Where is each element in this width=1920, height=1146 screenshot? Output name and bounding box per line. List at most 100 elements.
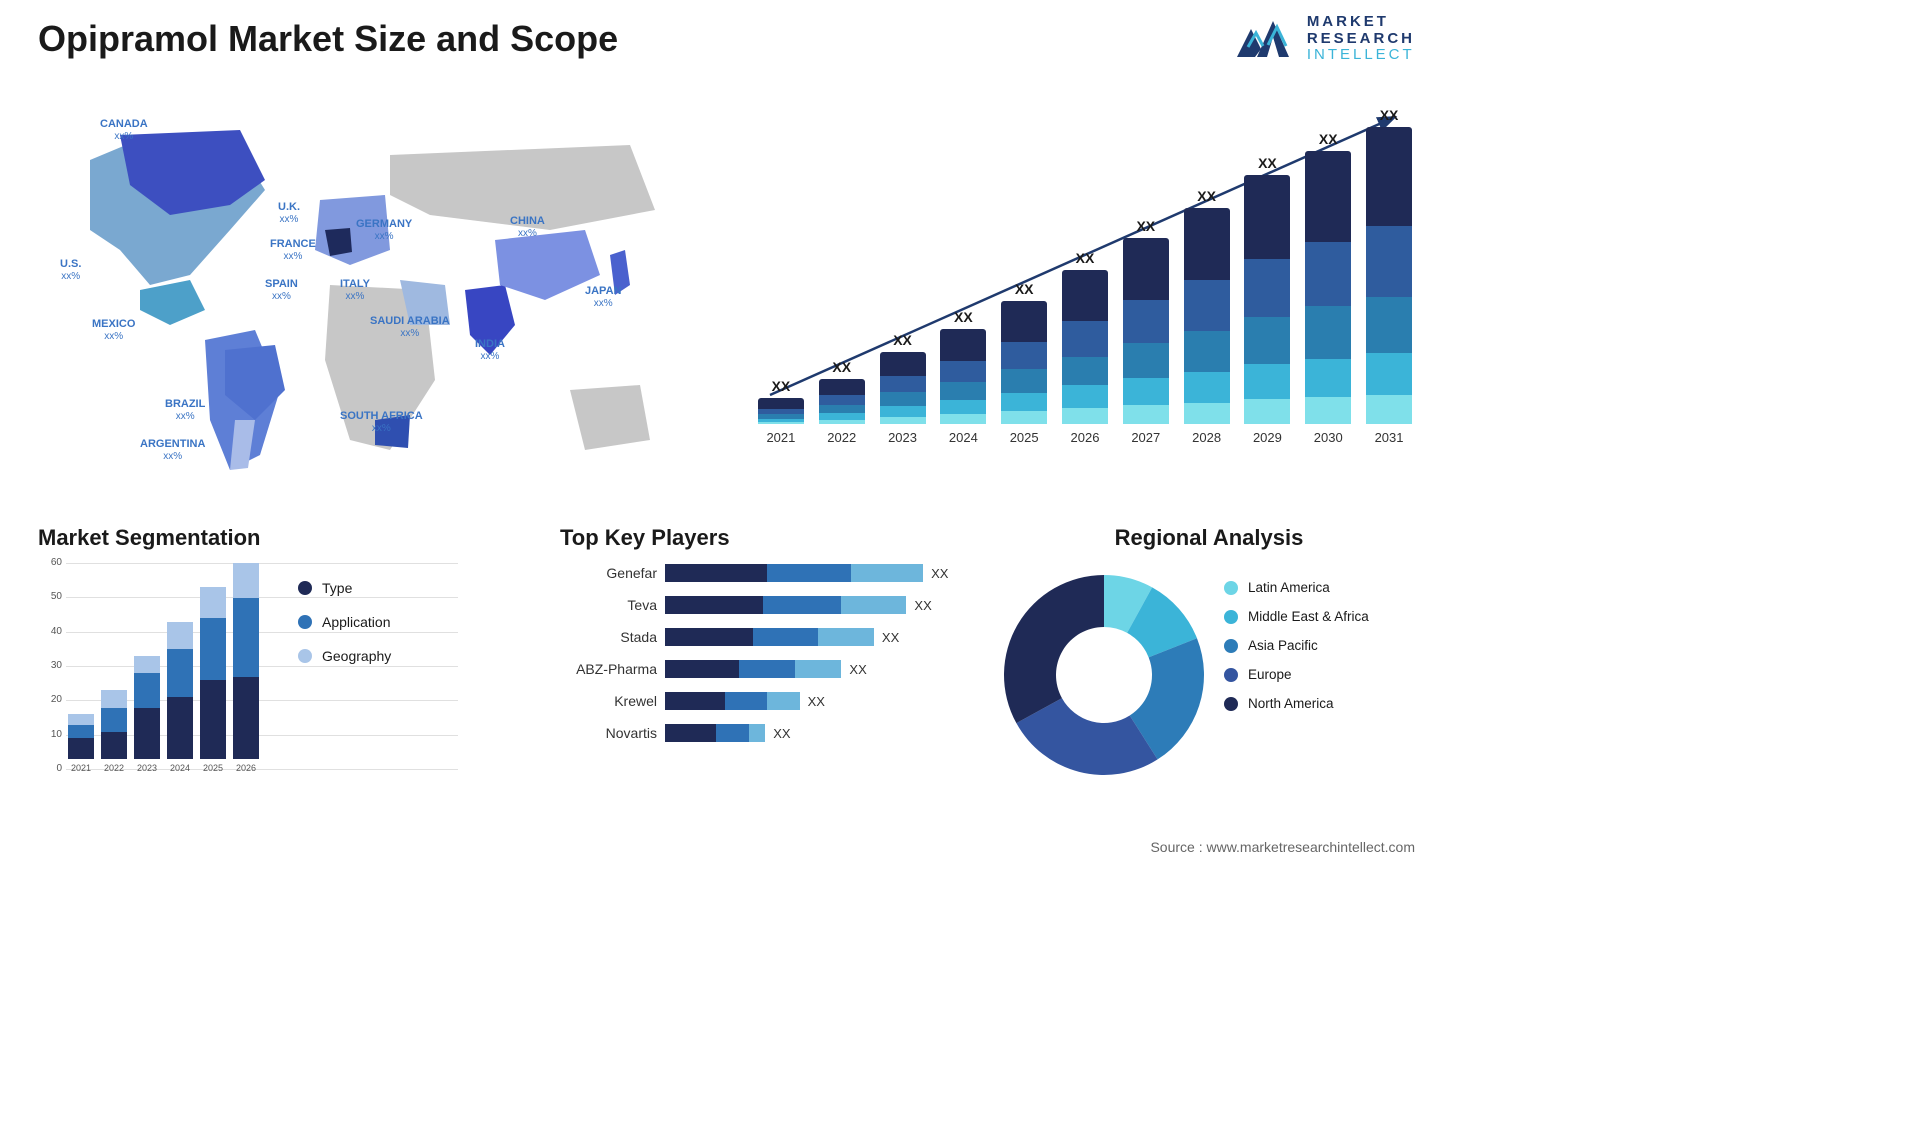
bigbar-seg — [1123, 343, 1169, 378]
donut-legend-item: North America — [1224, 696, 1369, 711]
seg-bar-seg — [101, 732, 127, 759]
map-label-france: FRANCExx% — [270, 238, 316, 263]
kp-value-label: XX — [849, 662, 866, 677]
y-tick-label: 10 — [40, 729, 62, 740]
kp-bar-seg — [739, 660, 795, 678]
key-players-panel: Top Key Players GenefarXXTevaXXStadaXXAB… — [560, 525, 980, 805]
seg-bar-seg — [167, 697, 193, 759]
seg-col-2022: 2022 — [101, 690, 127, 773]
bigbar-col-2021: XX2021 — [755, 378, 807, 445]
map-region-mex — [140, 280, 205, 325]
bigbar-seg — [1244, 259, 1290, 317]
bigbar-seg — [1184, 280, 1230, 330]
kp-name: ABZ-Pharma — [560, 661, 665, 677]
seg-bar-seg — [167, 649, 193, 697]
regional-analysis-panel: Regional Analysis Latin AmericaMiddle Ea… — [994, 525, 1424, 805]
kp-value-label: XX — [773, 726, 790, 741]
y-tick-label: 0 — [40, 763, 62, 774]
donut-legend-item: Europe — [1224, 667, 1369, 682]
brand-logo: MARKET RESEARCH INTELLECT — [1235, 14, 1415, 64]
bigbar-seg — [880, 417, 926, 425]
logo-peaks-icon — [1235, 15, 1297, 63]
bigbar-seg — [1062, 321, 1108, 356]
bigbar-seg — [1184, 403, 1230, 424]
bigbar-seg — [940, 414, 986, 424]
market-size-bar-chart: XX2021XX2022XX2023XX2024XX2025XX2026XX20… — [755, 105, 1415, 465]
bigbar-toplabel: XX — [1319, 131, 1338, 147]
seg-legend-item: Type — [298, 580, 391, 596]
gridline — [66, 563, 458, 564]
map-label-canada: CANADAxx% — [100, 118, 148, 143]
kp-bar-seg — [763, 596, 842, 614]
bigbar-toplabel: XX — [1136, 218, 1155, 234]
kp-bar-seg — [795, 660, 841, 678]
legend-swatch — [1224, 668, 1238, 682]
page-title: Opipramol Market Size and Scope — [38, 18, 618, 60]
kp-value-label: XX — [931, 566, 948, 581]
kp-name: Stada — [560, 629, 665, 645]
seg-bar-seg — [101, 708, 127, 732]
bigbar-seg — [1366, 297, 1412, 354]
bigbar-seg — [1244, 317, 1290, 364]
seg-col-2021: 2021 — [68, 714, 94, 773]
bigbar-toplabel: XX — [1197, 188, 1216, 204]
bigbar-year-label: 2030 — [1314, 430, 1343, 445]
kp-bar-seg — [767, 692, 800, 710]
seg-bar-seg — [68, 725, 94, 739]
seg-bar-seg — [233, 677, 259, 759]
bigbar-seg — [1305, 397, 1351, 424]
bigbar-year-label: 2026 — [1071, 430, 1100, 445]
kp-bar-seg — [665, 660, 739, 678]
bigbar-seg — [819, 405, 865, 414]
kp-bar-seg — [767, 564, 851, 582]
world-map: CANADAxx%U.S.xx%MEXICOxx%BRAZILxx%ARGENT… — [30, 100, 710, 500]
seg-bar-seg — [200, 680, 226, 759]
logo-line1: MARKET — [1307, 14, 1415, 31]
kp-value-label: XX — [914, 598, 931, 613]
seg-bar-seg — [68, 738, 94, 759]
bigbar-toplabel: XX — [893, 332, 912, 348]
bigbar-seg — [1366, 127, 1412, 226]
bigbar-seg — [940, 400, 986, 414]
y-tick-label: 30 — [40, 660, 62, 671]
bigbar-seg — [880, 376, 926, 392]
kp-bar — [665, 628, 874, 646]
bigbar-seg — [758, 422, 804, 424]
legend-label: Middle East & Africa — [1248, 609, 1369, 624]
kp-bar — [665, 564, 923, 582]
bigbar-seg — [940, 382, 986, 400]
map-label-italy: ITALYxx% — [340, 278, 370, 303]
kp-bar-seg — [851, 564, 923, 582]
bigbar-seg — [1184, 331, 1230, 372]
kp-row-novartis: NovartisXX — [560, 721, 980, 745]
kp-value-label: XX — [882, 630, 899, 645]
legend-label: Europe — [1248, 667, 1292, 682]
kp-bar-seg — [716, 724, 749, 742]
bigbar-seg — [1366, 353, 1412, 395]
kp-bar — [665, 692, 800, 710]
map-region-aus — [570, 385, 650, 450]
legend-swatch — [298, 615, 312, 629]
seg-year-label: 2022 — [104, 763, 124, 773]
seg-year-label: 2026 — [236, 763, 256, 773]
bigbar-seg — [1123, 238, 1169, 300]
bigbar-seg — [940, 361, 986, 382]
bigbar-toplabel: XX — [1076, 250, 1095, 266]
seg-bar-seg — [101, 690, 127, 707]
kp-row-krewel: KrewelXX — [560, 689, 980, 713]
legend-label: Geography — [322, 648, 391, 664]
bigbar-seg — [1001, 301, 1047, 342]
bigbar-seg — [1244, 364, 1290, 399]
map-label-u.s.: U.S.xx% — [60, 258, 81, 283]
bigbar-year-label: 2028 — [1192, 430, 1221, 445]
bigbar-toplabel: XX — [954, 309, 973, 325]
donut-legend-item: Latin America — [1224, 580, 1369, 595]
logo-line3: INTELLECT — [1307, 47, 1415, 64]
logo-line2: RESEARCH — [1307, 31, 1415, 48]
donut-legend-item: Asia Pacific — [1224, 638, 1369, 653]
bigbar-seg — [1305, 151, 1351, 242]
bigbar-seg — [1001, 369, 1047, 393]
map-label-china: CHINAxx% — [510, 215, 545, 240]
bigbar-col-2026: XX 2026 — [1059, 250, 1111, 445]
kp-bar-seg — [818, 628, 874, 646]
